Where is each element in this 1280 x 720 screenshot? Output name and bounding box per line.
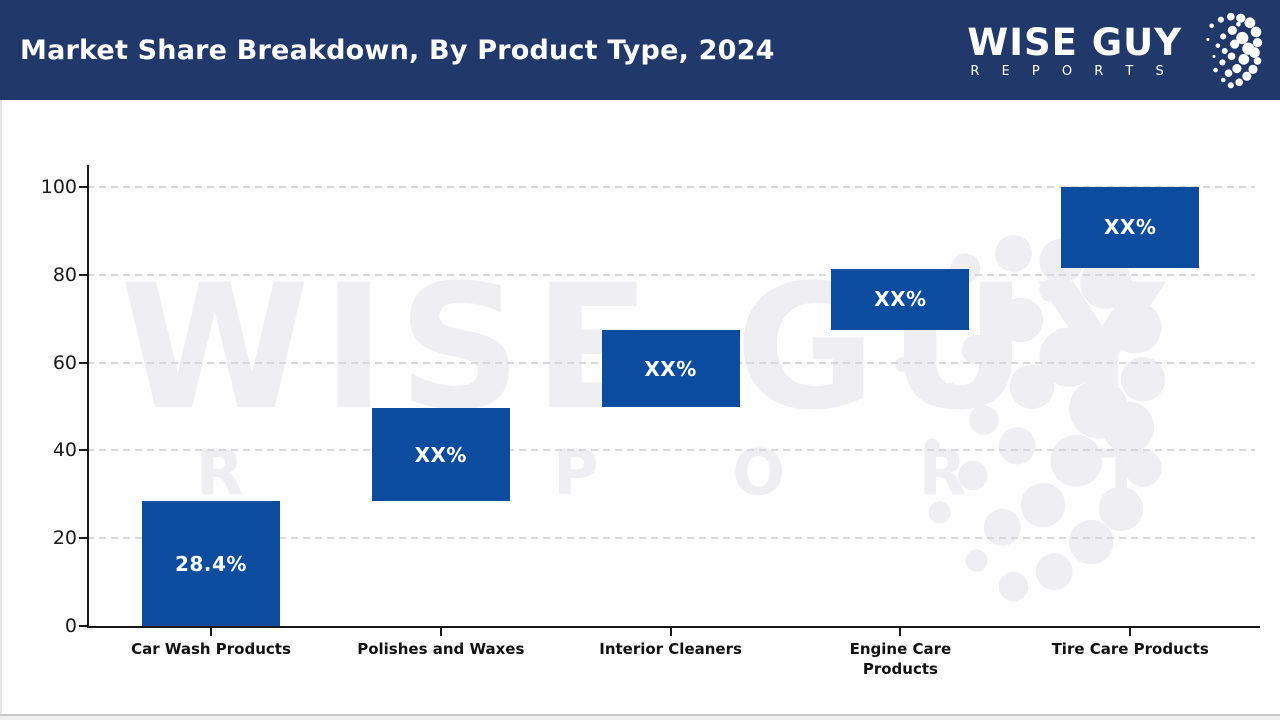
y-tick-80 bbox=[79, 273, 87, 276]
bar-value-label: XX% bbox=[874, 287, 927, 312]
y-axis-line bbox=[87, 165, 89, 628]
y-tick-label-60: 60 bbox=[52, 351, 77, 374]
bar-value-label: 28.4% bbox=[175, 551, 247, 576]
left-edge-border bbox=[0, 100, 2, 714]
y-tick-label-0: 0 bbox=[64, 615, 77, 637]
brand-subname: R E P O R T S bbox=[970, 63, 1173, 79]
x-category-label: Tire Care Products bbox=[1051, 640, 1209, 658]
y-tick-label-20: 20 bbox=[52, 527, 77, 550]
bottom-edge-border bbox=[0, 714, 1280, 720]
x-tick-1 bbox=[210, 628, 212, 636]
y-tick-20 bbox=[79, 537, 87, 540]
dotted-head-profile-icon bbox=[1188, 9, 1266, 93]
bar-segment-1: 28.4% bbox=[142, 501, 280, 626]
x-category-label: Polishes and Waxes bbox=[357, 640, 525, 658]
x-tick-5 bbox=[1129, 628, 1132, 636]
gridline-20 bbox=[87, 537, 1255, 540]
x-tick-2 bbox=[439, 628, 442, 636]
page-title: Market Share Breakdown, By Product Type,… bbox=[20, 34, 775, 66]
bar-segment-2: XX% bbox=[371, 407, 510, 502]
bar-value-label: XX% bbox=[414, 442, 467, 467]
gridline-40 bbox=[87, 449, 1255, 452]
bar-value-label: XX% bbox=[1103, 215, 1157, 240]
gridline-80 bbox=[87, 273, 1255, 276]
gridline-100 bbox=[87, 186, 1255, 188]
y-tick-label-80: 80 bbox=[52, 263, 77, 286]
y-tick-0 bbox=[79, 625, 87, 627]
x-axis-line bbox=[87, 626, 1260, 628]
x-tick-3 bbox=[669, 628, 672, 636]
y-tick-100 bbox=[79, 186, 87, 188]
x-category-label: Car Wash Products bbox=[131, 640, 291, 658]
bar-segment-3: XX% bbox=[601, 330, 740, 408]
y-tick-60 bbox=[79, 361, 87, 364]
brand-logo-text: WISE GUY R E P O R T S bbox=[967, 24, 1182, 79]
brand-name: WISE GUY bbox=[967, 20, 1182, 64]
header-banner: Market Share Breakdown, By Product Type,… bbox=[0, 0, 1280, 100]
brand-logo: WISE GUY R E P O R T S bbox=[967, 8, 1266, 94]
bar-segment-4: XX% bbox=[831, 269, 970, 330]
bar-segment-5: XX% bbox=[1061, 187, 1200, 268]
y-tick-label-40: 40 bbox=[52, 439, 77, 462]
x-category-label: Interior Cleaners bbox=[599, 640, 742, 658]
x-category-label: Engine Care Products bbox=[849, 640, 952, 678]
bar-value-label: XX% bbox=[644, 356, 697, 381]
y-tick-label-100: 100 bbox=[40, 176, 77, 198]
y-tick-40 bbox=[79, 449, 87, 452]
x-tick-4 bbox=[899, 628, 902, 636]
